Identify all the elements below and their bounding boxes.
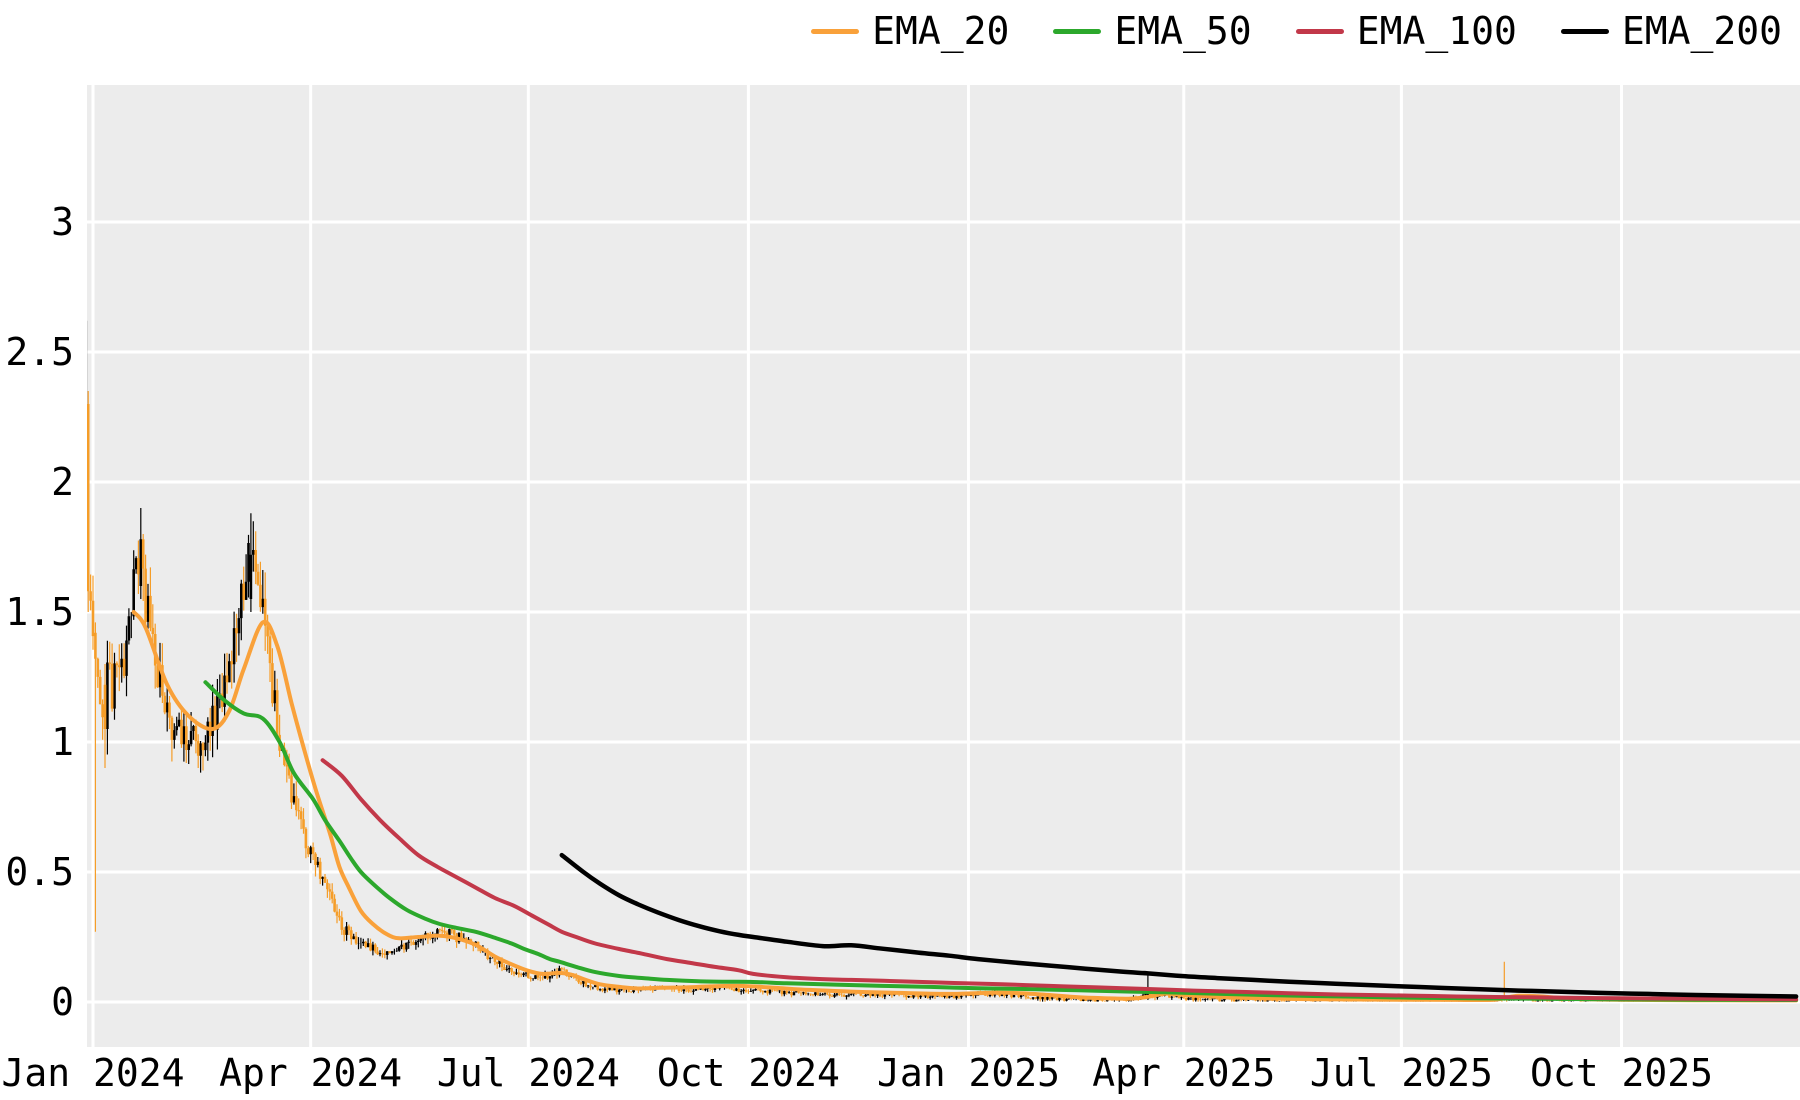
legend-swatch-ema_50	[1053, 28, 1102, 34]
y-tick-1: 1	[51, 720, 74, 764]
plot-area	[87, 85, 1800, 1047]
legend-item-ema_200: EMA_200	[1560, 9, 1782, 53]
line-ema-20	[131, 610, 1799, 1003]
legend-item-ema_100: EMA_100	[1295, 9, 1517, 53]
line-ema-200	[559, 852, 1799, 999]
x-tick-jul-2025: Jul 2025	[1309, 1051, 1493, 1095]
legend-swatch-ema_200	[1560, 28, 1609, 34]
legend-label: EMA_200	[1621, 9, 1782, 53]
x-tick-jul-2024: Jul 2024	[436, 1051, 620, 1095]
legend-label: EMA_50	[1114, 9, 1252, 53]
x-tick-apr-2024: Apr 2024	[219, 1051, 403, 1095]
x-tick-apr-2025: Apr 2025	[1092, 1051, 1276, 1095]
legend-swatch-ema_100	[1295, 28, 1344, 34]
y-tick-2.5: 2.5	[5, 330, 74, 374]
legend-item-ema_50: EMA_50	[1053, 9, 1252, 53]
legend-label: EMA_100	[1356, 9, 1517, 53]
y-tick-1.5: 1.5	[5, 590, 74, 634]
legend-swatch-ema_20	[811, 28, 860, 34]
chart-legend: EMA_20 EMA_50 EMA_100 EMA_200	[811, 12, 1782, 50]
y-tick-3: 3	[51, 200, 74, 244]
y-tick-2: 2	[51, 460, 74, 504]
x-tick-oct-2025: Oct 2025	[1529, 1051, 1713, 1095]
y-tick-0.5: 0.5	[5, 850, 74, 894]
legend-item-ema_20: EMA_20	[811, 12, 1009, 50]
legend-label: EMA_20	[872, 9, 1010, 53]
x-tick-jan-2024: Jan 2024	[1, 1051, 185, 1095]
line-ema-100	[320, 758, 1799, 1002]
y-tick-0: 0	[51, 980, 74, 1024]
x-tick-oct-2024: Oct 2024	[656, 1051, 840, 1095]
x-tick-jan-2025: Jan 2025	[876, 1051, 1060, 1095]
